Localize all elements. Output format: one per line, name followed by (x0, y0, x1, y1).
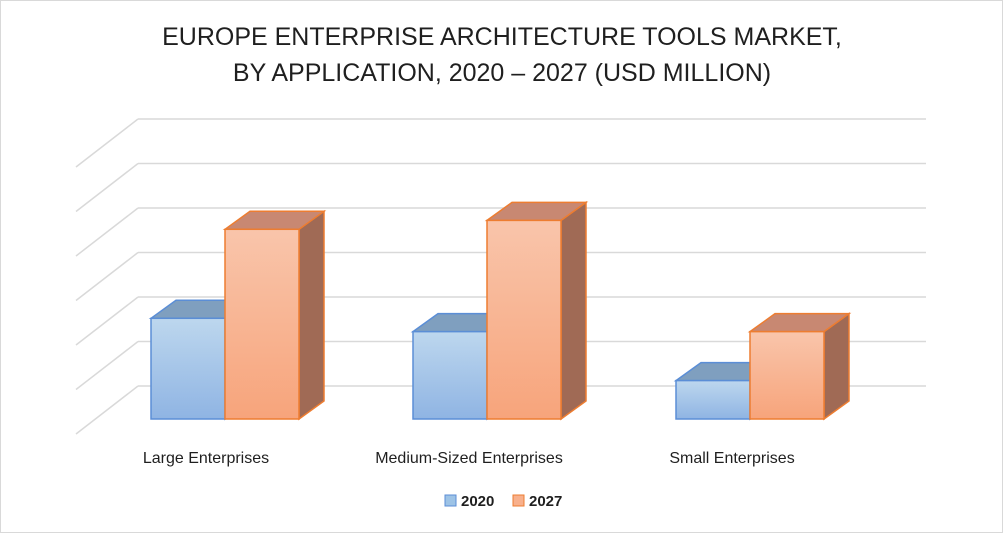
legend-label-2020: 2020 (461, 493, 494, 510)
category-labels: Large Enterprises Medium-Sized Enterpris… (143, 450, 795, 467)
gridline-side (75, 118, 139, 168)
chart-title-line-1: EUROPE ENTERPRISE ARCHITECTURE TOOLS MAR… (162, 23, 842, 51)
gridline-side (75, 385, 139, 435)
bar-2027-1 (484, 200, 589, 421)
gridline-side (75, 251, 139, 302)
legend-swatch-2027 (512, 494, 525, 507)
bar-front-face (412, 330, 488, 420)
legend: 2020 2027 (444, 493, 562, 510)
bar-2027-0 (222, 209, 327, 421)
gridline-side (75, 162, 139, 213)
bar-side-face (560, 200, 587, 421)
bar-front-face (486, 219, 562, 420)
bar-front-face (224, 228, 300, 420)
legend-label-2027: 2027 (529, 493, 562, 510)
bar-front-face (675, 379, 751, 420)
legend-item-2027: 2027 (512, 493, 562, 510)
category-label: Medium-Sized Enterprises (375, 450, 563, 467)
category-label: Small Enterprises (669, 450, 794, 467)
gridline-side (75, 296, 139, 346)
gridline-side (75, 207, 139, 257)
category-label: Large Enterprises (143, 450, 269, 467)
bar-front-face (150, 317, 226, 420)
gridline-side (75, 340, 139, 391)
legend-swatch-2020 (444, 494, 457, 507)
legend-item-2020: 2020 (444, 493, 494, 510)
bar-front-face (749, 330, 825, 420)
bars (148, 200, 852, 421)
bar-2027-2 (747, 312, 852, 421)
bar-side-face (298, 209, 325, 421)
chart-title-line-2: BY APPLICATION, 2020 – 2027 (USD MILLION… (233, 59, 771, 87)
chart-title: EUROPE ENTERPRISE ARCHITECTURE TOOLS MAR… (162, 23, 842, 87)
